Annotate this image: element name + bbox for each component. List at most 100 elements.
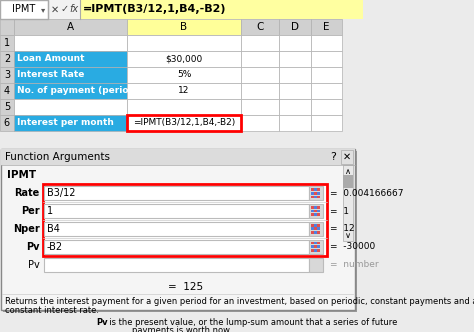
- Bar: [314, 249, 317, 252]
- Text: 5: 5: [4, 102, 10, 112]
- Bar: [318, 227, 320, 230]
- Bar: [128, 115, 241, 131]
- Text: 12: 12: [178, 86, 190, 95]
- Bar: [45, 258, 309, 272]
- Bar: [318, 196, 320, 198]
- Bar: [80, 0, 364, 19]
- Bar: [0, 115, 14, 131]
- Text: Pv: Pv: [96, 318, 108, 327]
- Bar: [311, 67, 342, 83]
- Text: ∨: ∨: [345, 230, 351, 239]
- Text: -B2: -B2: [47, 242, 63, 252]
- Text: Function Arguments: Function Arguments: [5, 152, 110, 162]
- Bar: [279, 51, 311, 67]
- Text: =  0.004166667: = 0.004166667: [330, 189, 404, 198]
- Bar: [311, 192, 314, 195]
- Text: =  125: = 125: [168, 282, 203, 292]
- Text: A: A: [67, 22, 74, 32]
- Text: B4: B4: [47, 224, 60, 234]
- Bar: [314, 192, 317, 195]
- Text: B: B: [181, 22, 188, 32]
- Bar: [311, 188, 314, 191]
- Bar: [311, 115, 342, 131]
- Text: B3/12: B3/12: [47, 188, 75, 198]
- Bar: [311, 231, 314, 234]
- Bar: [311, 19, 342, 35]
- Bar: [314, 196, 317, 198]
- Bar: [318, 224, 320, 226]
- Bar: [14, 115, 128, 131]
- Bar: [318, 192, 320, 195]
- Bar: [314, 188, 317, 191]
- Bar: [344, 175, 353, 188]
- Bar: [43, 184, 328, 256]
- Text: C: C: [256, 22, 264, 32]
- Bar: [314, 206, 317, 209]
- Text: payments is worth now.: payments is worth now.: [132, 326, 232, 332]
- Bar: [128, 35, 241, 51]
- Bar: [311, 224, 314, 226]
- Text: =IPMT(B3/12,1,B4,-B2): =IPMT(B3/12,1,B4,-B2): [133, 118, 235, 127]
- Text: =  1: = 1: [330, 207, 349, 215]
- Bar: [241, 83, 279, 99]
- Bar: [45, 222, 309, 236]
- Text: Loan Amount: Loan Amount: [17, 54, 84, 63]
- Bar: [311, 209, 314, 212]
- Bar: [318, 249, 320, 252]
- Text: =  -30000: = -30000: [330, 242, 376, 251]
- Bar: [309, 240, 323, 254]
- Text: 1: 1: [47, 206, 53, 216]
- Text: Pv: Pv: [27, 242, 40, 252]
- Bar: [279, 83, 311, 99]
- Text: 3: 3: [4, 70, 10, 80]
- Bar: [311, 196, 314, 198]
- Bar: [0, 67, 14, 83]
- Text: ✕: ✕: [51, 4, 59, 14]
- Bar: [45, 204, 309, 218]
- Bar: [279, 99, 311, 115]
- Bar: [279, 115, 311, 131]
- Bar: [128, 115, 241, 131]
- Text: IPMT: IPMT: [7, 170, 36, 180]
- Bar: [318, 188, 320, 191]
- Bar: [0, 19, 14, 35]
- Text: constant interest rate.: constant interest rate.: [5, 306, 100, 315]
- Bar: [314, 245, 317, 248]
- Bar: [1, 148, 355, 310]
- Bar: [279, 19, 311, 35]
- Bar: [241, 51, 279, 67]
- Text: =  number: = number: [330, 260, 379, 269]
- Bar: [45, 186, 309, 200]
- Bar: [311, 213, 314, 216]
- Text: =IPMT(B3/12,1,B4,-B2): =IPMT(B3/12,1,B4,-B2): [83, 4, 226, 14]
- Text: ?: ?: [330, 152, 337, 162]
- Bar: [0, 0, 364, 19]
- Bar: [128, 83, 241, 99]
- Bar: [318, 209, 320, 212]
- Bar: [309, 258, 323, 272]
- Text: ∧: ∧: [345, 167, 351, 176]
- Bar: [311, 242, 314, 244]
- Bar: [314, 242, 317, 244]
- Bar: [241, 99, 279, 115]
- Bar: [241, 115, 279, 131]
- Bar: [0, 51, 14, 67]
- Bar: [241, 19, 279, 35]
- Text: Pv: Pv: [28, 260, 40, 270]
- Text: Returns the interest payment for a given period for an investment, based on peri: Returns the interest payment for a given…: [5, 297, 474, 306]
- Bar: [14, 99, 128, 115]
- Text: IPMT: IPMT: [12, 4, 36, 14]
- Bar: [309, 186, 323, 200]
- Bar: [318, 213, 320, 216]
- Bar: [311, 245, 314, 248]
- Text: is the present value, or the lump-sum amount that a series of future: is the present value, or the lump-sum am…: [104, 318, 398, 327]
- Bar: [314, 227, 317, 230]
- Bar: [311, 99, 342, 115]
- Bar: [14, 19, 128, 35]
- Text: $30,000: $30,000: [165, 54, 203, 63]
- Text: Interest per month: Interest per month: [17, 118, 114, 127]
- Text: Per: Per: [21, 206, 40, 216]
- Bar: [14, 67, 128, 83]
- Bar: [0, 99, 14, 115]
- Bar: [128, 67, 241, 83]
